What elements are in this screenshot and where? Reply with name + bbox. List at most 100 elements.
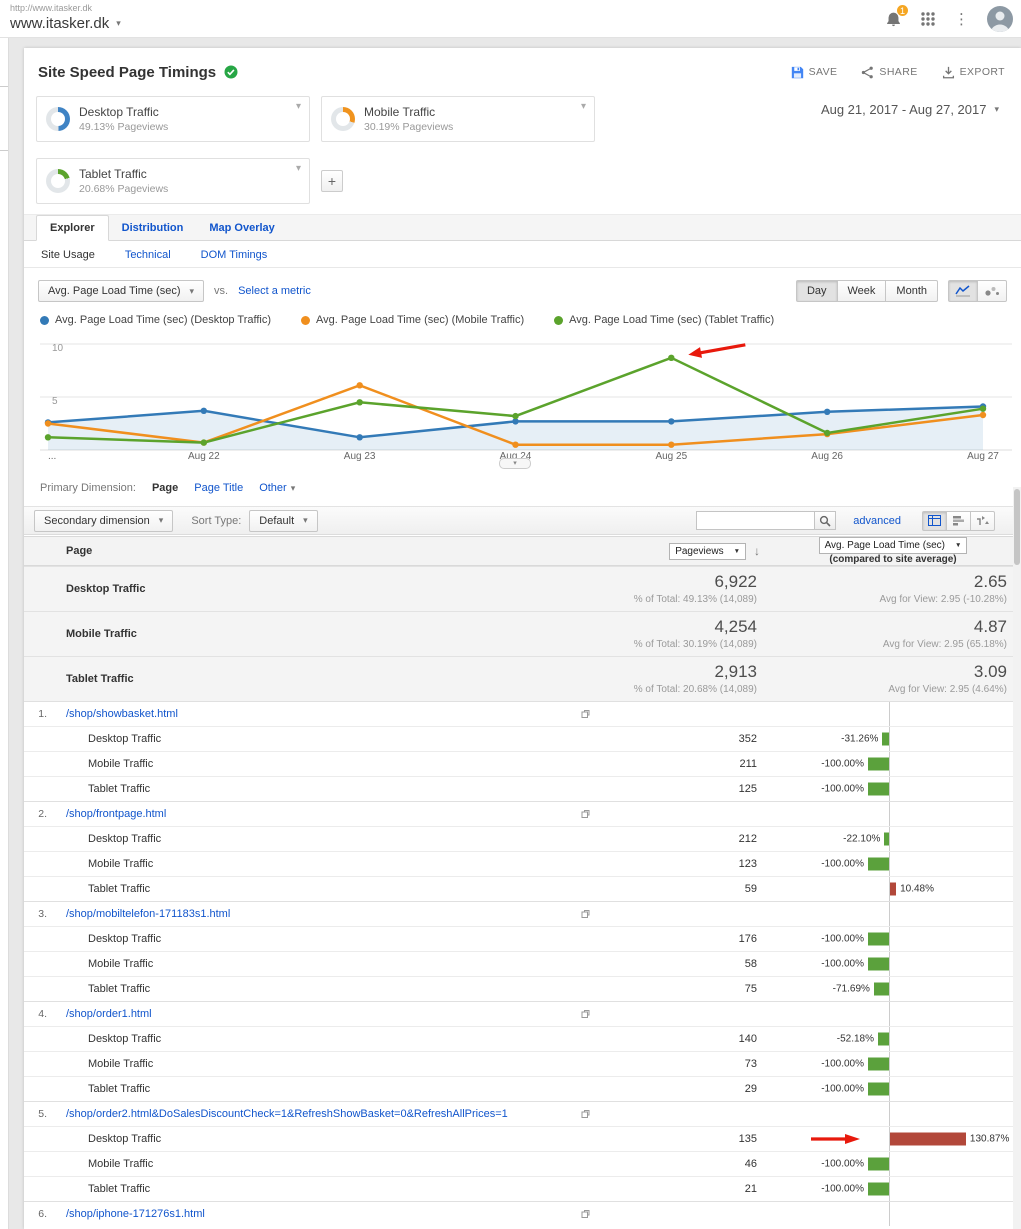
delta-value: -100.00% xyxy=(821,858,864,870)
segment-row: Mobile Traffic 58 -100.00% xyxy=(24,951,1021,976)
segment-title: Mobile Traffic xyxy=(364,105,436,119)
granularity-day[interactable]: Day xyxy=(795,280,838,302)
legend-dot-icon xyxy=(40,315,49,325)
motion-chart-icon xyxy=(984,285,1000,297)
granularity-week[interactable]: Week xyxy=(836,280,887,302)
metric-selector[interactable]: Avg. Page Load Time (sec) ▾ xyxy=(38,280,205,302)
view-toggle-buttons xyxy=(922,510,995,531)
segment-name: Tablet Traffic xyxy=(66,673,134,685)
topbar-icons: 1 ⋮ xyxy=(885,0,1013,38)
overflow-menu-button[interactable]: ⋮ xyxy=(954,11,969,28)
open-in-new-icon[interactable] xyxy=(581,910,590,919)
motion-chart-button[interactable] xyxy=(977,280,1007,302)
comparison-view-button[interactable] xyxy=(946,510,971,531)
search-input[interactable] xyxy=(696,511,815,530)
segment-card-tablet-traffic[interactable]: Tablet Traffic 20.68% Pageviews ▾ xyxy=(36,158,310,204)
delta-axis xyxy=(889,977,890,1001)
segment-row: Mobile Traffic 46 -100.00% xyxy=(24,1151,1021,1176)
page-cell: /shop/order1.html xyxy=(56,1008,600,1020)
add-segment-button[interactable]: + xyxy=(321,170,343,192)
page-link[interactable]: /shop/order2.html&DoSalesDiscountCheck=1… xyxy=(66,1108,508,1120)
scrollbar[interactable] xyxy=(1013,487,1021,1229)
segment-subtitle: 20.68% Pageviews xyxy=(79,183,169,195)
save-button[interactable]: SAVE xyxy=(791,66,838,79)
table-view-button[interactable] xyxy=(922,510,947,531)
avatar[interactable] xyxy=(987,6,1013,32)
dimension-other[interactable]: Other ▾ xyxy=(259,482,296,494)
delta-cell: -52.18% xyxy=(765,1027,1021,1051)
metric-column-select[interactable]: Avg. Page Load Time (sec) ▼ xyxy=(818,537,968,554)
granularity-month[interactable]: Month xyxy=(885,280,938,302)
delta-cell xyxy=(765,802,1021,826)
chevron-down-icon[interactable]: ▾ xyxy=(295,101,301,112)
delta-axis xyxy=(889,1102,890,1126)
dimension-page[interactable]: Page xyxy=(151,482,179,494)
page-link[interactable]: /shop/showbasket.html xyxy=(66,708,178,720)
top-bar: http://www.itasker.dk www.itasker.dk ▾ 1… xyxy=(0,0,1021,38)
notifications-button[interactable]: 1 xyxy=(885,4,909,28)
page-cell: /shop/mobiltelefon-171183s1.html xyxy=(56,908,600,920)
segment-name: Desktop Traffic xyxy=(88,733,162,745)
tab-explorer[interactable]: Explorer xyxy=(36,215,109,241)
row-index: 1. xyxy=(38,708,47,720)
segment-name: Tablet Traffic xyxy=(88,983,151,995)
metric-column-note: (compared to site average) xyxy=(829,554,957,565)
account-selector[interactable]: www.itasker.dk ▾ xyxy=(10,15,121,32)
row-index: 6. xyxy=(38,1208,47,1220)
delta-value: -100.00% xyxy=(821,933,864,945)
share-button[interactable]: SHARE xyxy=(861,66,917,79)
sort-type-label: Sort Type: xyxy=(191,514,242,527)
timeline-collapse-handle[interactable]: ▾ xyxy=(499,458,531,469)
export-button[interactable]: EXPORT xyxy=(942,66,1005,79)
secondary-dimension-button[interactable]: Secondary dimension ▾ xyxy=(34,509,174,532)
search-button[interactable] xyxy=(814,511,837,530)
subtab-technical[interactable]: Technical xyxy=(124,248,171,261)
subtab-site-usage[interactable]: Site Usage xyxy=(41,248,95,261)
date-range-picker[interactable]: Aug 21, 2017 - Aug 27, 2017 ▾ xyxy=(821,102,999,117)
select-metric-link[interactable]: Select a metric xyxy=(238,285,311,297)
delta-bar xyxy=(868,1057,889,1071)
open-in-new-icon[interactable] xyxy=(581,1110,590,1119)
page-link[interactable]: /shop/iphone-171276s1.html xyxy=(66,1208,205,1220)
advanced-link[interactable]: advanced xyxy=(853,514,901,527)
segment-card-desktop-traffic[interactable]: Desktop Traffic 49.13% Pageviews ▾ xyxy=(36,96,310,142)
sort-type-button[interactable]: Default ▾ xyxy=(249,509,318,532)
open-in-new-icon[interactable] xyxy=(581,810,590,819)
page-link[interactable]: /shop/frontpage.html xyxy=(66,808,167,820)
segment-title: Desktop Traffic xyxy=(79,105,159,119)
search-icon xyxy=(819,515,831,527)
line-chart-button[interactable] xyxy=(948,280,978,302)
dimension-page-title[interactable]: Page Title xyxy=(194,482,244,494)
table-row: 4. /shop/order1.html xyxy=(24,1001,1021,1026)
tab-map-overlay[interactable]: Map Overlay xyxy=(209,222,275,234)
segment-name: Tablet Traffic xyxy=(88,783,151,795)
open-in-new-icon[interactable] xyxy=(581,1010,590,1019)
delta-axis xyxy=(889,1077,890,1101)
segment-card-mobile-traffic[interactable]: Mobile Traffic 30.19% Pageviews ▾ xyxy=(321,96,595,142)
subtab-dom-timings[interactable]: DOM Timings xyxy=(200,248,268,261)
chevron-down-icon[interactable]: ▾ xyxy=(580,101,586,112)
collapsed-sidebar[interactable] xyxy=(0,38,9,1229)
delta-bar xyxy=(868,757,889,771)
pageviews-select-label: Pageviews xyxy=(675,545,724,557)
pivot-view-button[interactable] xyxy=(970,510,995,531)
sort-descending-icon[interactable]: ↓ xyxy=(754,544,760,558)
tab-distribution[interactable]: Distribution xyxy=(121,222,184,234)
apps-grid-button[interactable] xyxy=(920,11,936,27)
open-in-new-icon[interactable] xyxy=(581,1210,590,1219)
delta-cell xyxy=(765,1102,1021,1126)
notification-badge: 1 xyxy=(896,4,909,17)
timeseries-chart[interactable]: 5 10... Aug 22 Aug 23 Aug 24 Aug 25 Aug 26 Aug … xyxy=(40,334,1012,464)
table-row: 5. /shop/order2.html&DoSalesDiscountCheck… xyxy=(24,1101,1021,1126)
open-in-new-icon[interactable] xyxy=(581,710,590,719)
scrollbar-thumb[interactable] xyxy=(1014,489,1020,565)
segment-name: Desktop Traffic xyxy=(88,833,162,845)
pageviews-metric-select[interactable]: Pageviews ▼ xyxy=(669,542,746,560)
delta-value: 130.87% xyxy=(969,1133,1010,1145)
delta-cell xyxy=(765,1202,1021,1226)
page-link[interactable]: /shop/order1.html xyxy=(66,1008,152,1020)
chevron-down-icon[interactable]: ▾ xyxy=(295,163,301,174)
page-link[interactable]: /shop/mobiltelefon-171183s1.html xyxy=(66,908,231,920)
svg-text:5: 5 xyxy=(52,396,58,407)
line-chart-icon xyxy=(955,285,971,297)
